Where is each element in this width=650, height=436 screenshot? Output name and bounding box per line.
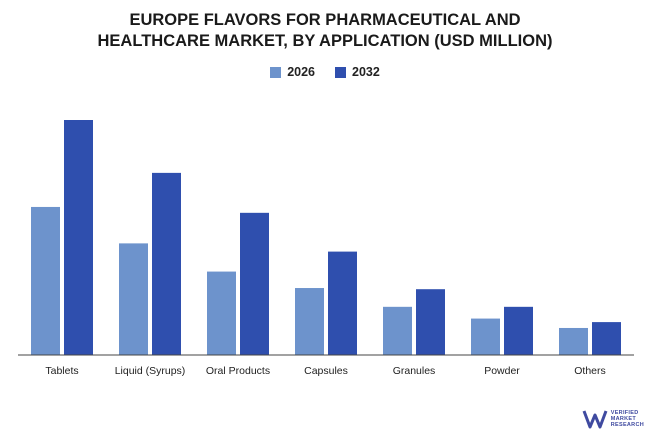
legend-item-2026: 2026 xyxy=(270,65,315,79)
bar-2032-oral-products xyxy=(240,212,269,355)
legend-label-2026: 2026 xyxy=(287,65,315,79)
chart-title: EUROPE FLAVORS FOR PHARMACEUTICAL AND HE… xyxy=(0,10,650,52)
bar-2032-liquid-syrups xyxy=(152,172,181,355)
legend-swatch-2032 xyxy=(335,66,346,78)
x-tick-label: Powder xyxy=(484,365,520,377)
chart-title-line-1: EUROPE FLAVORS FOR PHARMACEUTICAL AND xyxy=(129,11,521,29)
verified-market-research-logo-icon xyxy=(582,410,608,429)
x-tick-label: Liquid (Syrups) xyxy=(115,365,186,377)
bar-2026-liquid-syrups xyxy=(119,243,148,355)
chart-title-line-2: HEALTHCARE MARKET, BY APPLICATION (USD M… xyxy=(97,32,553,50)
brand-logo: VERIFIED MARKET RESEARCH xyxy=(582,408,644,430)
bar-2026-tablets xyxy=(31,206,60,355)
bar-2026-others xyxy=(559,327,588,355)
bar-2032-others xyxy=(592,322,621,355)
x-tick-label: Capsules xyxy=(304,365,348,377)
x-tick-label: Oral Products xyxy=(206,365,270,377)
chart-legend: 2026 2032 xyxy=(0,65,650,79)
brand-text: VERIFIED MARKET RESEARCH xyxy=(611,410,644,428)
bar-2032-granules xyxy=(416,289,445,355)
bar-2026-powder xyxy=(471,318,500,355)
brand-line-1: VERIFIED xyxy=(610,410,639,416)
brand-line-3: RESEARCH xyxy=(610,422,644,428)
legend-item-2032: 2032 xyxy=(335,65,380,79)
bar-2032-capsules xyxy=(328,251,357,355)
legend-swatch-2026 xyxy=(270,66,282,78)
x-tick-label: Tablets xyxy=(45,365,78,377)
bar-2026-capsules xyxy=(295,288,324,355)
brand-line-2: MARKET xyxy=(610,416,637,422)
bar-2032-powder xyxy=(504,306,533,355)
legend-label-2032: 2032 xyxy=(352,65,380,79)
bar-2032-tablets xyxy=(64,120,93,355)
bar-2026-oral-products xyxy=(207,271,236,355)
bar-2026-granules xyxy=(383,306,412,355)
x-tick-label: Others xyxy=(574,365,606,377)
x-tick-label: Granules xyxy=(393,365,436,377)
